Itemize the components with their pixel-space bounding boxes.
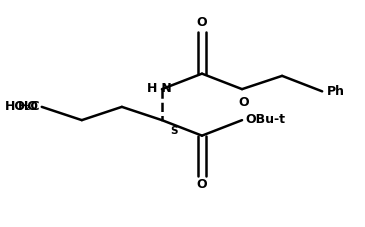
Text: O: O <box>197 178 207 191</box>
Text: N: N <box>157 81 172 94</box>
Text: Ph: Ph <box>327 85 345 98</box>
Text: HO: HO <box>18 100 38 113</box>
Text: OBu-t: OBu-t <box>245 113 285 126</box>
Text: S: S <box>170 126 178 136</box>
Text: O: O <box>197 16 207 29</box>
Text: HO₂C: HO₂C <box>4 100 40 113</box>
Text: O: O <box>238 96 249 109</box>
Text: H: H <box>146 81 157 94</box>
